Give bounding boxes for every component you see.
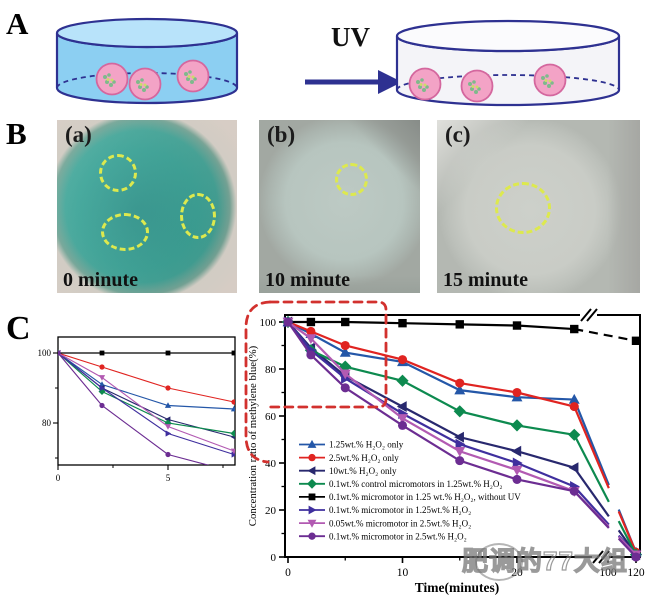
svg-text:1.25wt.% H₂O₂ only: 1.25wt.% H₂O₂ only <box>329 440 404 450</box>
svg-text:0: 0 <box>56 473 61 483</box>
svg-text:80: 80 <box>42 418 52 428</box>
svg-text:80: 80 <box>265 364 277 376</box>
photo-c-time: 15 minute <box>443 269 528 291</box>
svg-text:0.1wt.% micromotor in 2.5wt.%: 0.1wt.% micromotor in 2.5wt.% H₂O₂ <box>329 531 467 541</box>
watermark-scribble <box>475 543 523 581</box>
watermark-text: 肥调的77大组 <box>461 545 628 576</box>
svg-text:Concentration ratio of methyle: Concentration ratio of methylene blue(%) <box>247 345 259 526</box>
panel-b-label: B <box>6 116 27 151</box>
series-4 <box>283 317 641 345</box>
legend: 1.25wt.% H₂O₂ only 2.5wt.% H₂O₂ only 10wt.… <box>299 440 521 541</box>
svg-text:0.1wt.% micromotor in 1.25 wt.: 0.1wt.% micromotor in 1.25 wt.% H₂O₂, wi… <box>329 492 521 502</box>
axis-break-marks <box>580 308 610 564</box>
photo-0-minute: (a) 0 minute <box>57 120 237 293</box>
svg-text:20: 20 <box>265 505 277 517</box>
photo-b-tag: (b) <box>267 122 296 147</box>
dish-after-uv <box>395 19 621 107</box>
svg-text:5: 5 <box>166 473 171 483</box>
uv-arrow <box>305 70 402 94</box>
photo-b-time: 10 minute <box>265 269 350 291</box>
panel-a-illustration <box>55 17 621 107</box>
svg-text:100: 100 <box>260 317 277 329</box>
svg-text:0: 0 <box>285 567 291 579</box>
svg-text:0.1wt.% control micromotors in: 0.1wt.% control micromotors in 1.25wt.% … <box>329 479 503 489</box>
svg-text:Time(minutes): Time(minutes) <box>415 580 500 595</box>
photo-a-time: 0 minute <box>63 269 138 291</box>
photo-10-minute: (b) 10 minute <box>259 120 420 293</box>
panel-c-label: C <box>6 310 31 347</box>
svg-text:120: 120 <box>627 567 645 579</box>
micromotor-highlight-circle <box>335 163 368 196</box>
series-group <box>58 349 235 465</box>
svg-text:60: 60 <box>265 411 277 423</box>
photo-15-minute: (c) 15 minute <box>437 120 640 293</box>
uv-arrow-label: UV <box>331 22 370 52</box>
micromotor-highlight-circle <box>99 154 137 192</box>
svg-text:0.05wt.% micromotor in 2.5wt.%: 0.05wt.% micromotor in 2.5wt.% H₂O₂ <box>329 518 471 528</box>
svg-text:0: 0 <box>271 552 277 564</box>
micromotor-highlight-circle <box>180 193 216 239</box>
svg-text:100: 100 <box>599 567 617 579</box>
photo-c-tag: (c) <box>445 122 471 147</box>
svg-text:2.5wt.% H₂O₂ only: 2.5wt.% H₂O₂ only <box>329 453 399 463</box>
micromotor-spheres <box>408 63 567 103</box>
micromotor-highlight-circle <box>101 213 149 251</box>
svg-text:100: 100 <box>38 348 52 358</box>
panel-a-label: A <box>6 6 29 41</box>
micromotor-highlight-circle <box>495 182 551 234</box>
inset-zoom-chart: 80 100 0 5 <box>38 336 236 483</box>
micromotor-spheres <box>95 59 210 101</box>
svg-text:0.1wt.% micromotor in 1.25wt.%: 0.1wt.% micromotor in 1.25wt.% H₂O₂ <box>329 505 471 515</box>
svg-text:10: 10 <box>397 567 409 579</box>
photo-a-tag: (a) <box>65 122 92 147</box>
svg-text:40: 40 <box>265 458 277 470</box>
dish-before-uv <box>55 17 239 105</box>
svg-text:10wt.% H₂O₂ only: 10wt.% H₂O₂ only <box>329 466 397 476</box>
